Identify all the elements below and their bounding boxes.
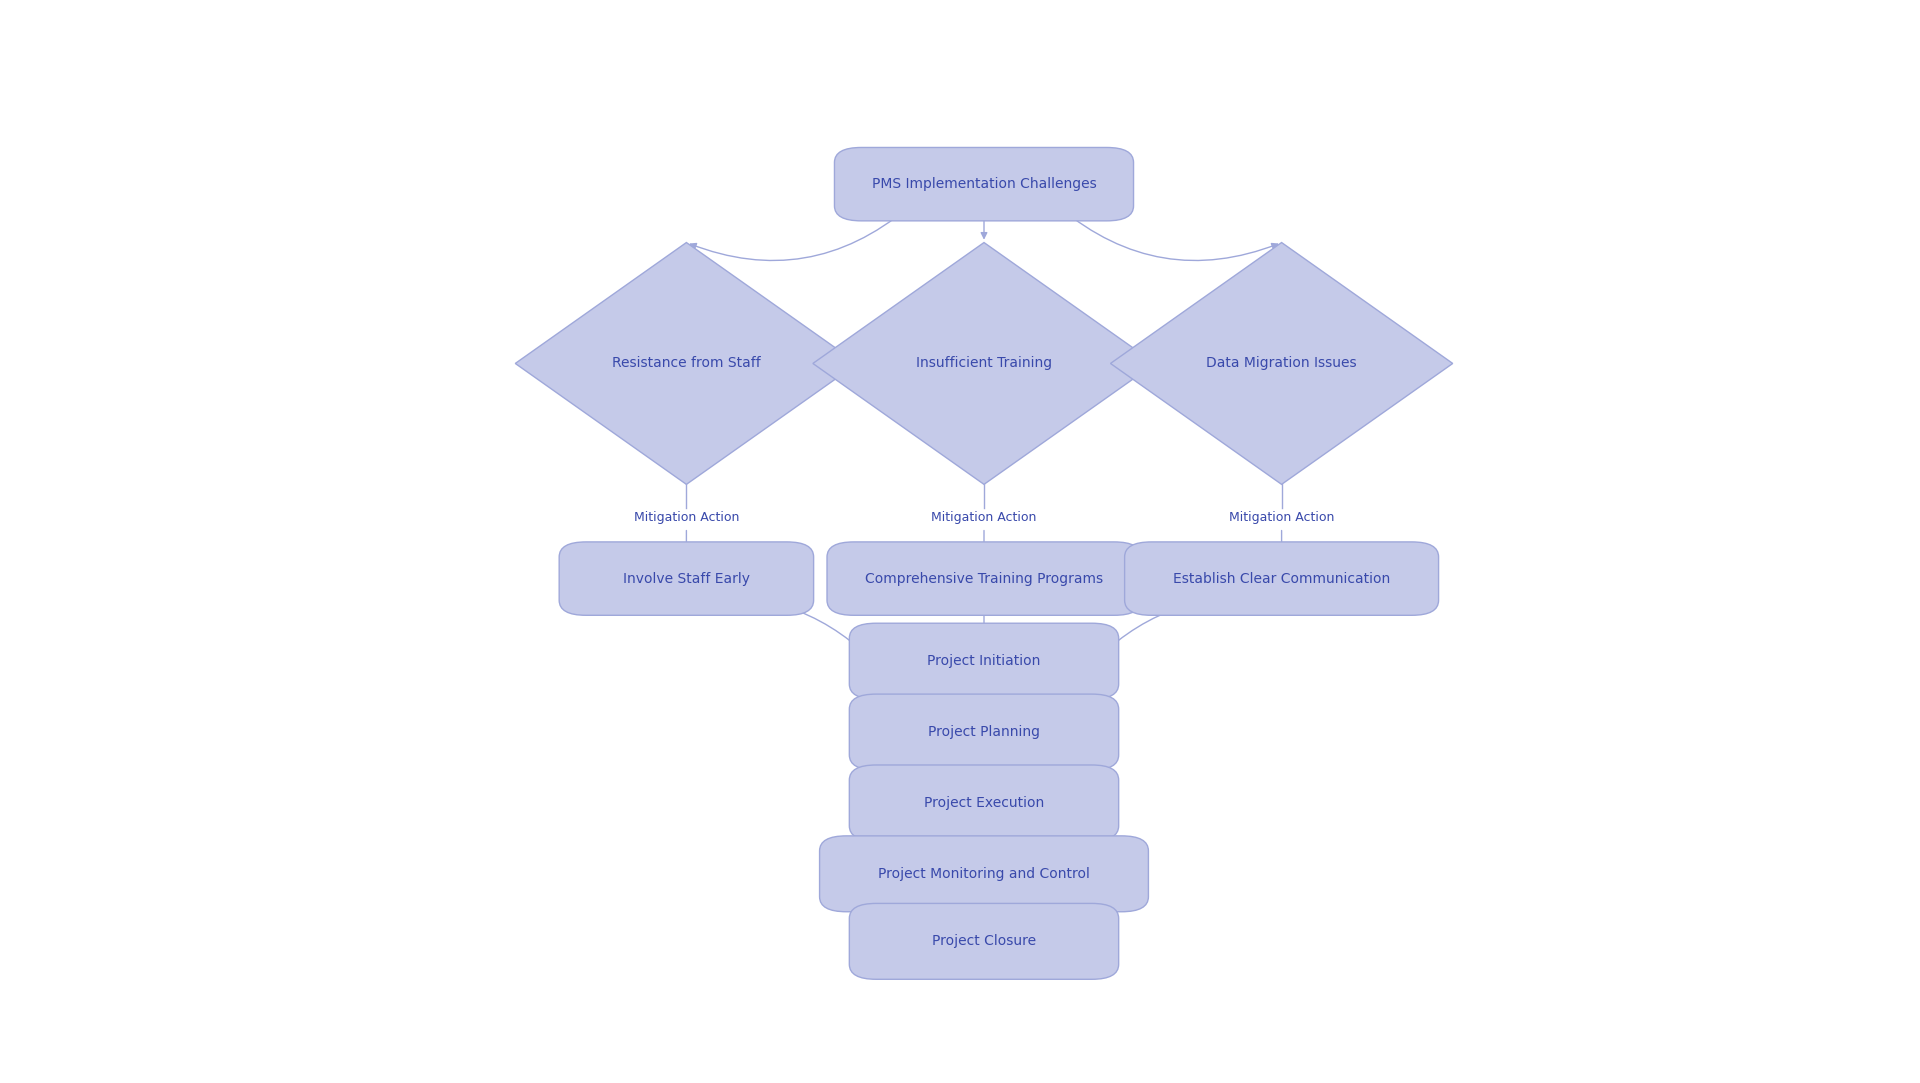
Text: Insufficient Training: Insufficient Training (916, 356, 1052, 370)
FancyBboxPatch shape (849, 694, 1119, 770)
Text: Comprehensive Training Programs: Comprehensive Training Programs (864, 572, 1104, 586)
FancyBboxPatch shape (559, 542, 814, 615)
Text: Project Planning: Project Planning (927, 725, 1041, 739)
Polygon shape (1110, 243, 1453, 484)
FancyBboxPatch shape (849, 903, 1119, 979)
Text: Involve Staff Early: Involve Staff Early (622, 572, 751, 586)
FancyBboxPatch shape (820, 836, 1148, 912)
Polygon shape (812, 243, 1156, 484)
Text: Mitigation Action: Mitigation Action (931, 511, 1037, 524)
Text: Mitigation Action: Mitigation Action (634, 511, 739, 524)
FancyBboxPatch shape (835, 147, 1133, 221)
Text: Data Migration Issues: Data Migration Issues (1206, 356, 1357, 370)
Text: PMS Implementation Challenges: PMS Implementation Challenges (872, 178, 1096, 192)
Text: Project Execution: Project Execution (924, 796, 1044, 810)
Text: Establish Clear Communication: Establish Clear Communication (1173, 572, 1390, 586)
FancyBboxPatch shape (828, 542, 1140, 615)
Text: Mitigation Action: Mitigation Action (1229, 511, 1334, 524)
FancyBboxPatch shape (849, 765, 1119, 840)
Polygon shape (515, 243, 858, 484)
Text: Resistance from Staff: Resistance from Staff (612, 356, 760, 370)
FancyBboxPatch shape (1125, 542, 1438, 615)
Text: Project Monitoring and Control: Project Monitoring and Control (877, 866, 1091, 880)
FancyBboxPatch shape (849, 623, 1119, 700)
Text: Project Initiation: Project Initiation (927, 654, 1041, 668)
Text: Project Closure: Project Closure (931, 935, 1037, 949)
